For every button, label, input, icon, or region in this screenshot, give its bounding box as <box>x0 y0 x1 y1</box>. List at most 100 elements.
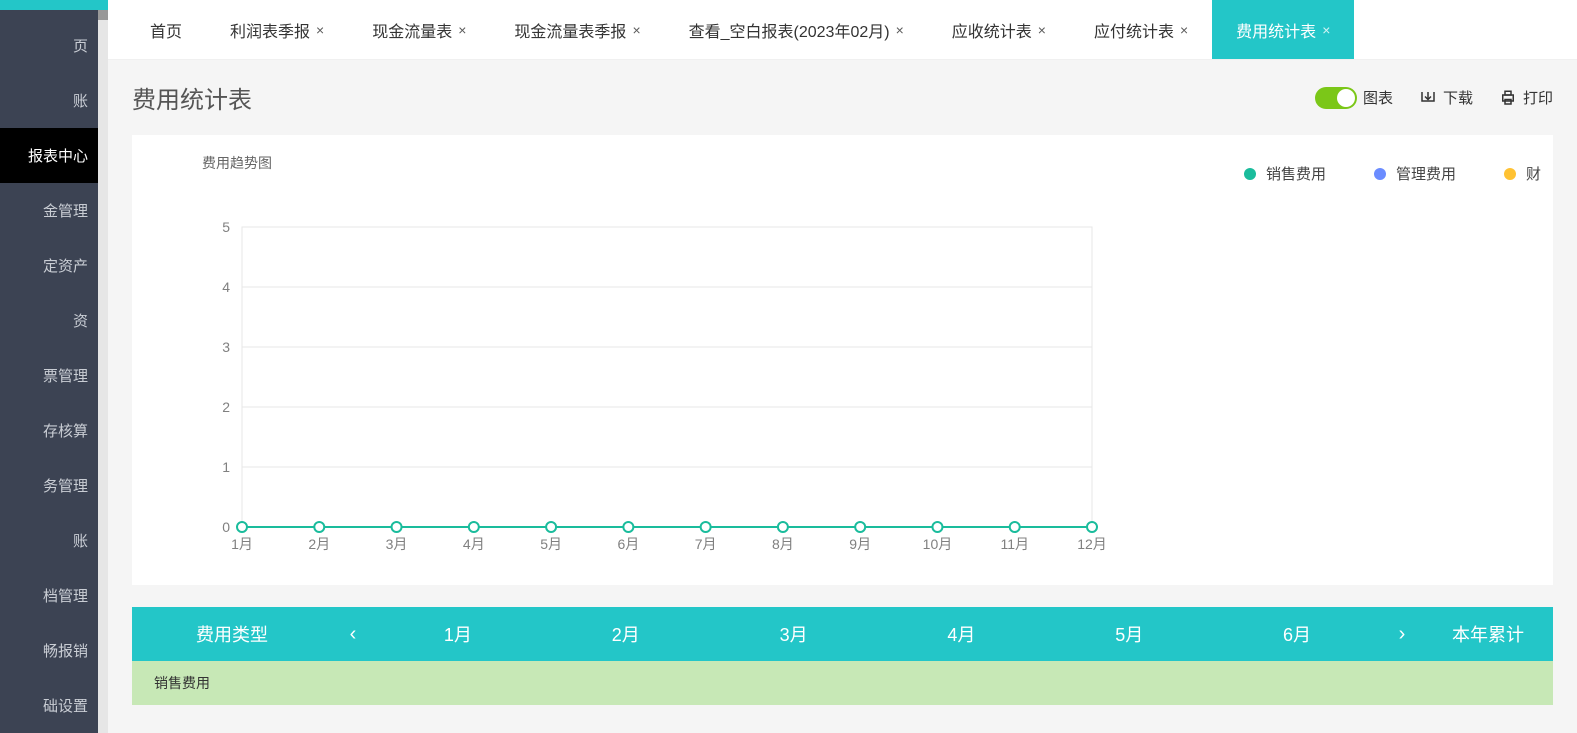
tab-label: 现金流量表 <box>372 18 452 42</box>
svg-text:6月: 6月 <box>617 536 639 552</box>
tab[interactable]: 现金流量表 × <box>348 0 490 59</box>
table-cell-label: 销售费用 <box>132 661 332 705</box>
svg-text:4月: 4月 <box>463 536 485 552</box>
table-row[interactable]: 销售费用 <box>132 661 1553 705</box>
sidebar-item[interactable]: 报表中心 <box>0 128 108 183</box>
sidebar-scrollbar[interactable] <box>98 10 108 733</box>
sidebar-item[interactable]: 畅报销 <box>0 623 108 678</box>
page-header: 费用统计表 图表 下载 打印 <box>108 60 1577 135</box>
close-icon[interactable]: × <box>632 22 640 38</box>
legend-dot <box>1504 168 1516 180</box>
tab-label: 利润表季报 <box>230 18 310 42</box>
tab[interactable]: 利润表季报 × <box>206 0 348 59</box>
tab-label: 应收统计表 <box>952 18 1032 42</box>
sidebar-item[interactable]: 账 <box>0 513 108 568</box>
svg-text:7月: 7月 <box>695 536 717 552</box>
legend-item[interactable]: 销售费用 <box>1244 163 1326 184</box>
svg-text:2: 2 <box>222 399 230 415</box>
chart-card: 费用趋势图 销售费用管理费用财 0123451月2月3月4月5月6月7月8月9月… <box>132 135 1553 585</box>
legend-label: 财 <box>1526 163 1541 184</box>
table-cell <box>374 661 542 705</box>
close-icon[interactable]: × <box>1180 22 1188 38</box>
table-header-month: 3月 <box>710 607 878 661</box>
svg-text:2月: 2月 <box>308 536 330 552</box>
download-button[interactable]: 下载 <box>1419 87 1473 108</box>
close-icon[interactable]: × <box>316 22 324 38</box>
svg-text:3月: 3月 <box>386 536 408 552</box>
sidebar: 页账报表中心金管理定资产资票管理存核算务管理账档管理畅报销础设置 <box>0 0 108 733</box>
svg-text:5月: 5月 <box>540 536 562 552</box>
table-next-months[interactable]: › <box>1381 607 1423 661</box>
table-cell <box>877 661 1045 705</box>
legend-dot <box>1244 168 1256 180</box>
expense-table: 费用类型‹1月2月3月4月5月6月›本年累计 销售费用 <box>132 607 1553 705</box>
svg-text:5: 5 <box>222 219 230 235</box>
sidebar-item[interactable]: 账 <box>0 73 108 128</box>
svg-text:4: 4 <box>222 279 230 295</box>
print-button[interactable]: 打印 <box>1499 87 1553 108</box>
close-icon[interactable]: × <box>896 22 904 38</box>
legend-label: 销售费用 <box>1266 163 1326 184</box>
sidebar-item[interactable]: 务管理 <box>0 458 108 513</box>
sidebar-item[interactable]: 存核算 <box>0 403 108 458</box>
legend-label: 管理费用 <box>1396 163 1456 184</box>
sidebar-item[interactable]: 定资产 <box>0 238 108 293</box>
close-icon[interactable]: × <box>1322 22 1330 38</box>
tab-label: 现金流量表季报 <box>514 18 626 42</box>
table-cell-summary <box>1423 661 1553 705</box>
sidebar-item[interactable]: 页 <box>0 18 108 73</box>
legend-item[interactable]: 财 <box>1504 163 1541 184</box>
chart-legend: 销售费用 管理费用 财 <box>1244 163 1553 184</box>
table-cell <box>710 661 878 705</box>
svg-text:9月: 9月 <box>849 536 871 552</box>
sidebar-item[interactable]: 金管理 <box>0 183 108 238</box>
tab[interactable]: 首页 <box>126 0 206 59</box>
table-cell-spacer <box>1381 661 1423 705</box>
sidebar-item[interactable]: 档管理 <box>0 568 108 623</box>
chart-toggle-label: 图表 <box>1363 87 1393 108</box>
table-header-rowtype: 费用类型 <box>132 607 332 661</box>
table-header-summary: 本年累计 <box>1423 607 1553 661</box>
chart-toggle[interactable]: 图表 <box>1315 87 1393 109</box>
tab[interactable]: 应付统计表 × <box>1070 0 1212 59</box>
svg-text:10月: 10月 <box>923 536 953 552</box>
table-cell-spacer <box>332 661 374 705</box>
sidebar-topbar <box>0 0 108 10</box>
toggle-switch[interactable] <box>1315 87 1357 109</box>
table-header-month: 4月 <box>877 607 1045 661</box>
download-label: 下载 <box>1443 87 1473 108</box>
tab-label: 查看_空白报表(2023年02月) <box>689 18 890 42</box>
svg-text:8月: 8月 <box>772 536 794 552</box>
tab-label: 应付统计表 <box>1094 18 1174 42</box>
sidebar-scroll-thumb[interactable] <box>98 10 108 20</box>
table-cell <box>542 661 710 705</box>
download-icon <box>1419 89 1437 107</box>
tab[interactable]: 查看_空白报表(2023年02月) × <box>665 0 928 59</box>
table-header-month: 6月 <box>1213 607 1381 661</box>
print-label: 打印 <box>1523 87 1553 108</box>
legend-dot <box>1374 168 1386 180</box>
line-chart: 0123451月2月3月4月5月6月7月8月9月10月11月12月 <box>192 217 1112 557</box>
tab[interactable]: 应收统计表 × <box>928 0 1070 59</box>
table-prev-months[interactable]: ‹ <box>332 607 374 661</box>
tab[interactable]: 费用统计表 × <box>1212 0 1354 59</box>
sidebar-item[interactable]: 础设置 <box>0 678 108 733</box>
tab-strip: 首页利润表季报 × 现金流量表 × 现金流量表季报 × 查看_空白报表(2023年02月) ×… <box>108 0 1577 60</box>
table-cell <box>1213 661 1381 705</box>
print-icon <box>1499 89 1517 107</box>
table-header-month: 2月 <box>542 607 710 661</box>
close-icon[interactable]: × <box>458 22 466 38</box>
svg-text:0: 0 <box>222 519 230 535</box>
svg-text:1月: 1月 <box>231 536 253 552</box>
svg-text:11月: 11月 <box>1000 536 1029 552</box>
tab-label: 费用统计表 <box>1236 18 1316 42</box>
tab[interactable]: 现金流量表季报 × <box>490 0 664 59</box>
page-title: 费用统计表 <box>132 80 252 115</box>
legend-item[interactable]: 管理费用 <box>1374 163 1456 184</box>
sidebar-item[interactable]: 票管理 <box>0 348 108 403</box>
sidebar-item[interactable]: 资 <box>0 293 108 348</box>
table-header-month: 5月 <box>1045 607 1213 661</box>
table-cell <box>1045 661 1213 705</box>
close-icon[interactable]: × <box>1038 22 1046 38</box>
svg-text:1: 1 <box>222 459 230 475</box>
